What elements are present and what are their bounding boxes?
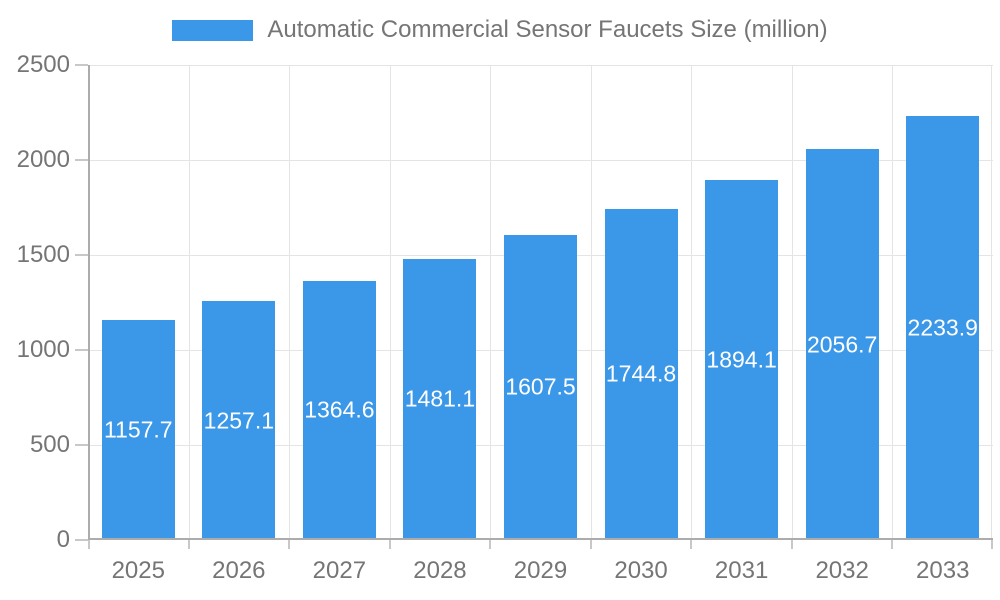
bar[interactable]: 1894.1 — [705, 180, 779, 540]
x-gridline — [289, 65, 290, 540]
bar-value-label: 1257.1 — [203, 407, 275, 434]
x-category-label: 2031 — [714, 557, 769, 584]
x-tick-mark — [690, 540, 692, 549]
x-gridline — [390, 65, 391, 540]
x-gridline — [991, 65, 992, 540]
legend-label: Automatic Commercial Sensor Faucets Size… — [267, 16, 828, 43]
x-gridline — [490, 65, 491, 540]
chart-legend: Automatic Commercial Sensor Faucets Size… — [0, 16, 1000, 44]
y-tick-label: 1000 — [16, 336, 70, 363]
bar-value-label: 1894.1 — [706, 346, 777, 373]
x-gridline — [691, 65, 692, 540]
bar[interactable]: 1157.7 — [101, 320, 175, 540]
x-axis-line — [88, 538, 993, 540]
bar-value-label: 1744.8 — [605, 360, 677, 387]
y-tick-label: 2500 — [16, 51, 70, 78]
x-gridline — [792, 65, 793, 540]
y-tick-mark — [75, 159, 88, 161]
x-category-label: 2032 — [815, 557, 869, 584]
bar[interactable]: 1744.8 — [604, 208, 678, 540]
x-tick-mark — [188, 540, 190, 549]
x-tick-mark — [288, 540, 290, 549]
x-category-label: 2033 — [916, 557, 970, 584]
bar-value-label: 1364.6 — [304, 396, 375, 423]
y-tick-mark — [75, 64, 88, 66]
bar-value-label: 1607.5 — [505, 373, 576, 400]
bar-value-label: 1157.7 — [103, 416, 173, 443]
bar-value-label: 2056.7 — [806, 331, 878, 358]
bar[interactable]: 1364.6 — [302, 280, 376, 540]
x-category-label: 2029 — [513, 557, 568, 584]
x-tick-mark — [791, 540, 793, 549]
legend-swatch — [172, 19, 254, 41]
y-gridline — [88, 64, 993, 66]
plot-area: 0 500 1000 1500 2000 2500 1157.7 1257.1 1364.6 14… — [17, 51, 993, 584]
y-tick-label: 2000 — [16, 146, 70, 173]
x-category-label: 2026 — [212, 557, 266, 584]
y-tick-label: 1500 — [16, 241, 70, 268]
x-gridline — [892, 65, 893, 540]
x-tick-mark — [590, 540, 592, 549]
bar[interactable]: 1607.5 — [504, 234, 577, 540]
y-tick-mark — [75, 349, 88, 351]
bar[interactable]: 1257.1 — [202, 301, 276, 540]
y-tick-mark — [75, 444, 88, 446]
bar[interactable]: 1481.1 — [403, 258, 477, 540]
y-tick-mark — [75, 539, 88, 541]
x-tick-mark — [489, 540, 491, 549]
y-axis-line — [88, 65, 90, 540]
x-category-label: 2025 — [111, 557, 165, 584]
bar-value-label: 2233.9 — [907, 314, 978, 341]
y-tick-label: 0 — [56, 526, 70, 553]
x-category-label: 2028 — [413, 557, 467, 584]
y-gridline — [88, 159, 993, 161]
x-tick-mark — [88, 540, 90, 549]
x-tick-mark — [389, 540, 391, 549]
x-gridline — [591, 65, 592, 540]
bar-value-label: 1481.1 — [404, 385, 476, 412]
y-tick-label: 500 — [29, 431, 70, 458]
x-gridline — [189, 65, 190, 540]
y-tick-mark — [75, 254, 88, 256]
bar[interactable]: 2233.9 — [906, 115, 980, 540]
x-category-label: 2027 — [312, 557, 367, 584]
bar[interactable]: 2056.7 — [805, 149, 879, 540]
x-tick-mark — [891, 540, 893, 549]
x-tick-mark — [991, 540, 993, 549]
x-category-label: 2030 — [614, 557, 668, 584]
legend-item[interactable]: Automatic Commercial Sensor Faucets Size… — [172, 16, 828, 44]
